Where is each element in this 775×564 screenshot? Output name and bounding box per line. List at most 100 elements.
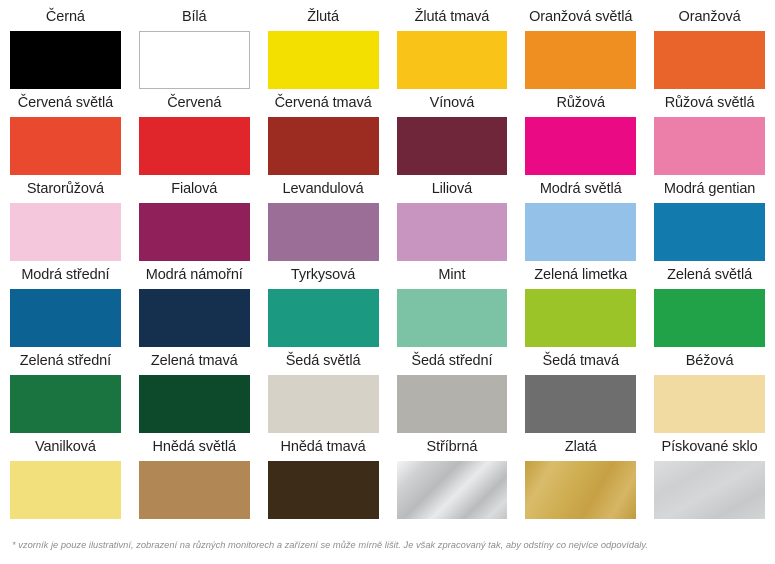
swatch-cell[interactable]: Levandulová (267, 176, 379, 262)
swatch-cell[interactable]: Zelená světlá (654, 262, 765, 348)
swatch-label: Zelená střední (19, 353, 112, 369)
swatch-color-chip[interactable] (525, 375, 637, 433)
swatch-color-chip[interactable] (10, 203, 121, 261)
swatch-label: Červená tmavá (274, 95, 372, 111)
swatch-color-chip[interactable] (10, 289, 121, 347)
swatch-cell[interactable]: Béžová (654, 348, 765, 434)
swatch-cell[interactable]: Starorůžová (10, 176, 121, 262)
swatch-cell[interactable]: Liliová (396, 176, 508, 262)
swatch-color-chip[interactable] (138, 375, 250, 433)
swatch-cell[interactable]: Žlutá tmavá (396, 4, 508, 90)
swatch-cell[interactable]: Pískované sklo (654, 434, 765, 520)
swatch-label: Starorůžová (26, 181, 104, 197)
swatch-color-chip[interactable] (267, 31, 379, 89)
swatch-cell[interactable]: Šedá střední (396, 348, 508, 434)
swatch-cell[interactable]: Modrá světlá (525, 176, 637, 262)
swatch-cell[interactable]: Vínová (396, 90, 508, 176)
swatch-label: Vínová (429, 95, 475, 111)
swatch-label: Zelená tmavá (150, 353, 238, 369)
swatch-label: Modrá námořní (145, 267, 243, 283)
swatch-cell[interactable]: Tyrkysová (267, 262, 379, 348)
swatch-color-chip[interactable] (10, 461, 121, 519)
swatch-cell[interactable]: Oranžová světlá (525, 4, 637, 90)
swatch-cell[interactable]: Modrá střední (10, 262, 121, 348)
swatch-color-chip[interactable] (654, 203, 765, 261)
swatch-color-chip[interactable] (138, 461, 250, 519)
swatch-label: Modrá střední (21, 267, 110, 283)
swatch-cell[interactable]: Oranžová (654, 4, 765, 90)
swatch-color-chip[interactable] (138, 117, 250, 175)
swatch-cell[interactable]: Zelená tmavá (138, 348, 250, 434)
swatch-cell[interactable]: Žlutá (267, 4, 379, 90)
swatch-cell[interactable]: Bílá (138, 4, 250, 90)
swatch-cell[interactable]: Červená světlá (10, 90, 121, 176)
swatch-cell[interactable]: Růžová (525, 90, 637, 176)
swatch-label: Zlatá (564, 439, 597, 455)
swatch-color-chip[interactable] (10, 375, 121, 433)
swatch-color-chip[interactable] (396, 203, 508, 261)
swatch-cell[interactable]: Zelená střední (10, 348, 121, 434)
swatch-cell[interactable]: Červená (138, 90, 250, 176)
swatch-label: Liliová (431, 181, 473, 197)
swatch-grid: Černá Bílá Žlutá Žlutá tmavá Oranžová světlá… (10, 4, 765, 520)
swatch-color-chip[interactable] (396, 289, 508, 347)
swatch-cell[interactable]: Zlatá (525, 434, 637, 520)
swatch-cell[interactable]: Stříbrná (396, 434, 508, 520)
swatch-label: Pískované sklo (661, 439, 758, 455)
swatch-label: Hnědá světlá (152, 439, 237, 455)
swatch-color-chip[interactable] (525, 31, 637, 89)
swatch-color-chip[interactable] (654, 289, 765, 347)
swatch-color-chip[interactable] (267, 461, 379, 519)
swatch-label: Stříbrná (426, 439, 478, 455)
swatch-cell[interactable]: Šedá světlá (267, 348, 379, 434)
swatch-color-chip[interactable] (654, 375, 765, 433)
footnote-text: * vzorník je pouze ilustrativní, zobraze… (12, 540, 648, 550)
swatch-color-chip[interactable] (654, 31, 765, 89)
swatch-color-chip[interactable] (138, 203, 250, 261)
swatch-label: Zelená světlá (667, 267, 753, 283)
swatch-label: Levandulová (282, 181, 364, 197)
swatch-color-chip[interactable] (396, 461, 508, 519)
swatch-label: Modrá gentian (663, 181, 756, 197)
swatch-color-chip[interactable] (525, 461, 637, 519)
swatch-color-chip[interactable] (267, 203, 379, 261)
swatch-label: Hnědá tmavá (280, 439, 366, 455)
swatch-cell[interactable]: Modrá gentian (654, 176, 765, 262)
swatch-color-chip[interactable] (138, 31, 250, 89)
swatch-cell[interactable]: Hnědá světlá (138, 434, 250, 520)
swatch-label: Šedá světlá (285, 353, 361, 369)
swatch-color-chip[interactable] (10, 31, 121, 89)
swatch-cell[interactable]: Černá (10, 4, 121, 90)
swatch-label: Červená světlá (17, 95, 114, 111)
swatch-label: Tyrkysová (290, 267, 356, 283)
swatch-cell[interactable]: Vanilková (10, 434, 121, 520)
swatch-cell[interactable]: Hnědá tmavá (267, 434, 379, 520)
swatch-color-chip[interactable] (267, 289, 379, 347)
swatch-label: Černá (45, 9, 85, 25)
swatch-cell[interactable]: Modrá námořní (138, 262, 250, 348)
swatch-label: Červená (167, 95, 222, 111)
swatch-label: Růžová světlá (664, 95, 755, 111)
swatch-color-chip[interactable] (525, 117, 637, 175)
swatch-color-chip[interactable] (267, 117, 379, 175)
swatch-color-chip[interactable] (396, 375, 508, 433)
swatch-cell[interactable]: Zelená limetka (525, 262, 637, 348)
swatch-label: Oranžová (678, 9, 741, 25)
swatch-color-chip[interactable] (654, 461, 765, 519)
swatch-cell[interactable]: Růžová světlá (654, 90, 765, 176)
swatch-color-chip[interactable] (396, 117, 508, 175)
swatch-color-chip[interactable] (396, 31, 508, 89)
swatch-cell[interactable]: Šedá tmavá (525, 348, 637, 434)
swatch-label: Oranžová světlá (529, 9, 633, 25)
swatch-cell[interactable]: Mint (396, 262, 508, 348)
swatch-color-chip[interactable] (267, 375, 379, 433)
swatch-color-chip[interactable] (525, 289, 637, 347)
swatch-color-chip[interactable] (654, 117, 765, 175)
swatch-color-chip[interactable] (525, 203, 637, 261)
swatch-color-chip[interactable] (138, 289, 250, 347)
swatch-color-chip[interactable] (10, 117, 121, 175)
swatch-cell[interactable]: Fialová (138, 176, 250, 262)
swatch-label: Fialová (171, 181, 218, 197)
swatch-cell[interactable]: Červená tmavá (267, 90, 379, 176)
